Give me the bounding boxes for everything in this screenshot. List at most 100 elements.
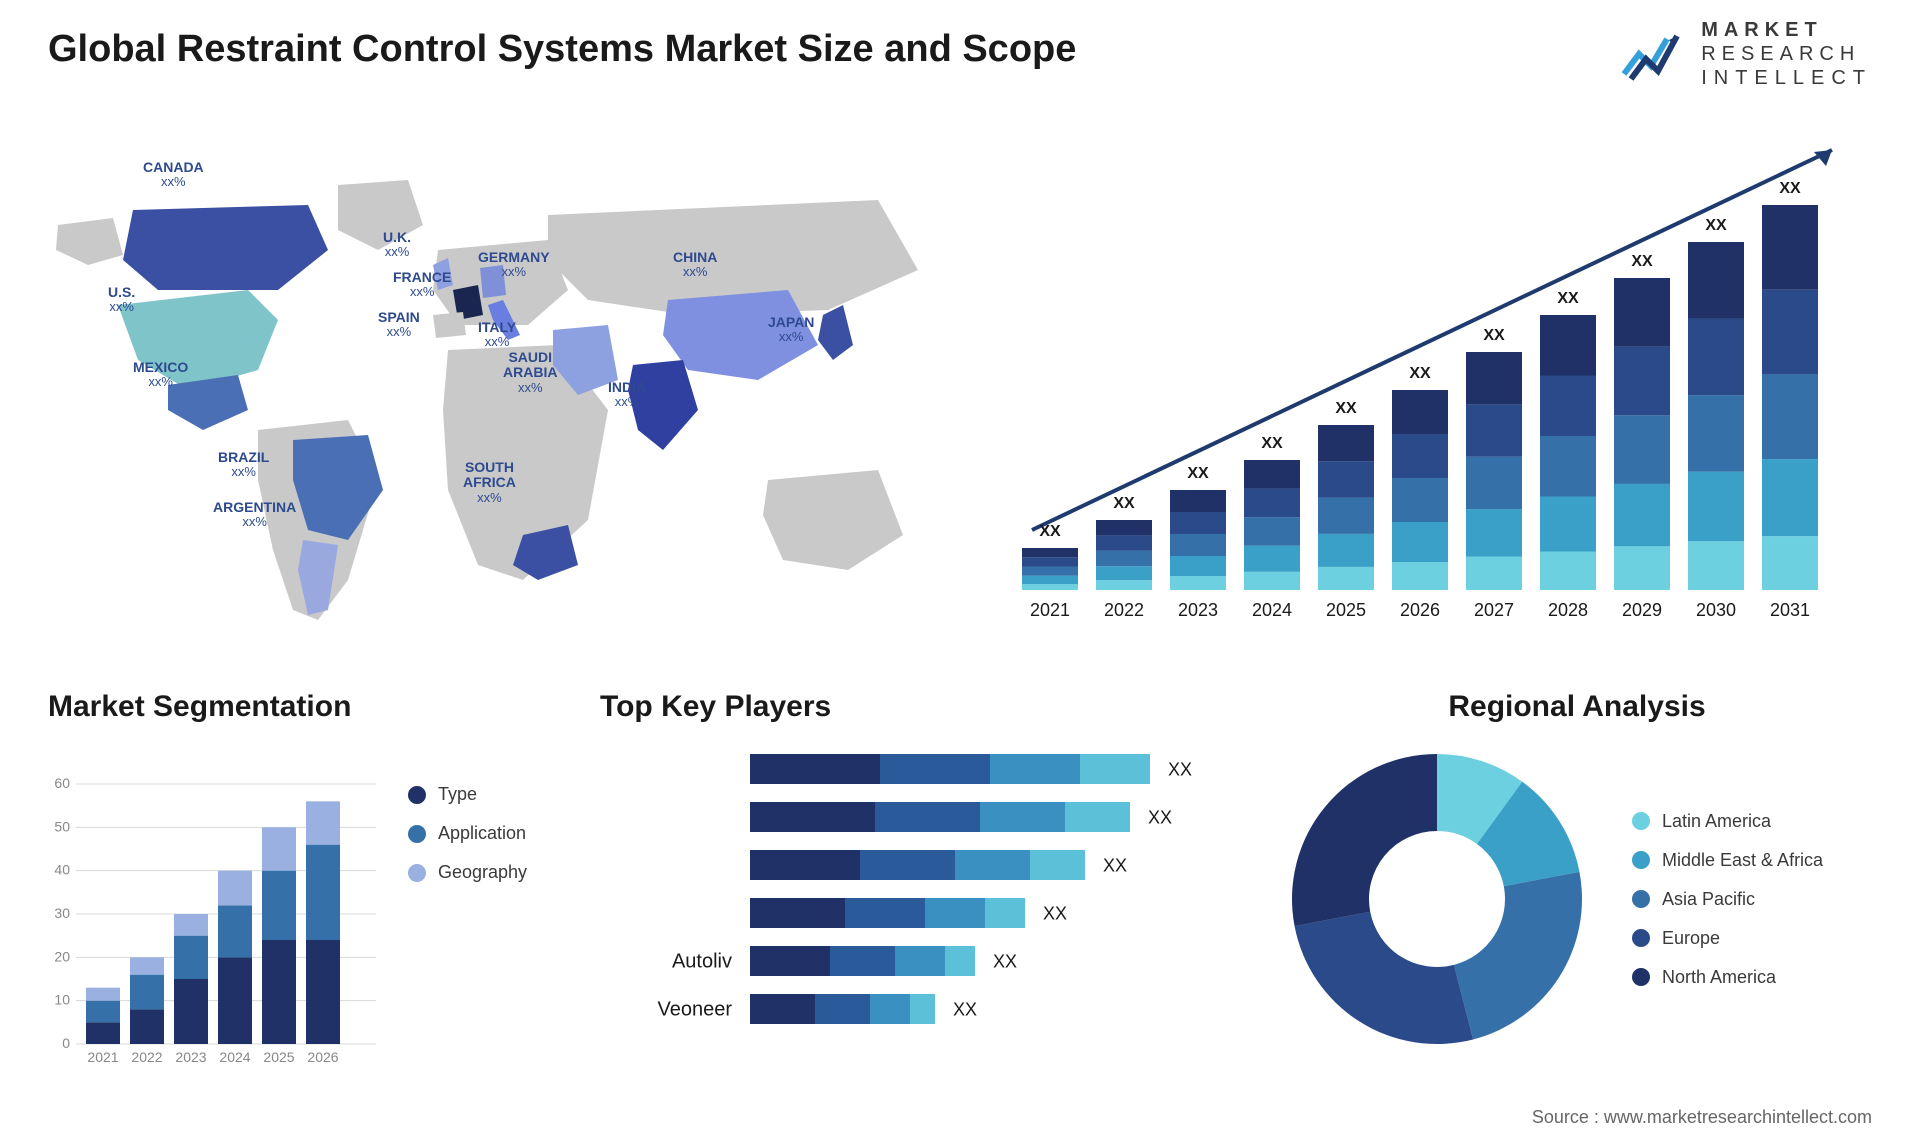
growth-bar-label: XX xyxy=(1557,290,1579,307)
map-label-japan: JAPANxx% xyxy=(768,315,814,345)
y-tick: 40 xyxy=(54,862,70,878)
growth-bar-label: XX xyxy=(1113,495,1135,512)
players-title: Top Key Players xyxy=(600,690,1220,724)
player-bar-seg xyxy=(990,754,1080,784)
growth-bar-label: XX xyxy=(1261,435,1283,452)
growth-bar-seg xyxy=(1614,278,1670,347)
growth-bar-seg xyxy=(1392,478,1448,522)
logo-text-2: RESEARCH xyxy=(1701,42,1872,66)
source-text: Source : www.marketresearchintellect.com xyxy=(1532,1107,1872,1128)
seg-bar-seg xyxy=(130,957,164,974)
growth-year-label: 2026 xyxy=(1400,600,1440,620)
growth-bar-seg xyxy=(1540,315,1596,376)
player-bar-seg xyxy=(845,898,925,928)
logo-text-1: MARKET xyxy=(1701,18,1872,42)
map-label-italy: ITALYxx% xyxy=(478,320,516,350)
regional-legend-item: North America xyxy=(1632,967,1823,988)
growth-bar-seg xyxy=(1466,509,1522,557)
country-australia xyxy=(763,470,903,570)
map-label-argentina: ARGENTINAxx% xyxy=(213,500,296,530)
seg-bar-seg xyxy=(86,1022,120,1044)
growth-bar-seg xyxy=(1762,536,1818,590)
regional-legend-item: Middle East & Africa xyxy=(1632,850,1823,871)
map-label-u-s-: U.S.xx% xyxy=(108,285,135,315)
growth-year-label: 2030 xyxy=(1696,600,1736,620)
growth-bar-seg xyxy=(1022,566,1078,575)
x-tick: 2024 xyxy=(219,1049,250,1064)
growth-bar-seg xyxy=(1762,205,1818,290)
growth-bar-label: XX xyxy=(1705,217,1727,234)
seg-legend-item: Geography xyxy=(408,862,527,883)
country-canada xyxy=(123,205,328,290)
growth-bar-seg xyxy=(1392,390,1448,434)
growth-bar-seg xyxy=(1318,534,1374,567)
legend-dot xyxy=(1632,851,1650,869)
growth-bar-seg xyxy=(1466,404,1522,456)
growth-chart: XX2021XX2022XX2023XX2024XX2025XX2026XX20… xyxy=(1002,130,1872,650)
map-label-mexico: MEXICOxx% xyxy=(133,360,188,390)
legend-dot xyxy=(1632,929,1650,947)
legend-label: North America xyxy=(1662,967,1776,988)
growth-year-label: 2027 xyxy=(1474,600,1514,620)
map-label-china: CHINAxx% xyxy=(673,250,717,280)
regional-title: Regional Analysis xyxy=(1282,690,1872,724)
growth-bar-seg xyxy=(1022,576,1078,584)
y-tick: 20 xyxy=(54,948,70,964)
player-bar-seg xyxy=(815,994,870,1024)
map-label-canada: CANADAxx% xyxy=(143,160,204,190)
seg-legend-item: Application xyxy=(408,823,527,844)
donut-slice xyxy=(1295,912,1473,1044)
growth-bar-seg xyxy=(1540,436,1596,497)
growth-bar-seg xyxy=(1688,541,1744,590)
player-bar-seg xyxy=(1080,754,1150,784)
growth-bar-seg xyxy=(1244,460,1300,489)
seg-bar-seg xyxy=(86,988,120,1001)
growth-bar-seg xyxy=(1762,459,1818,536)
growth-bar-seg xyxy=(1244,517,1300,546)
seg-bar-seg xyxy=(174,936,208,979)
x-tick: 2022 xyxy=(131,1049,162,1064)
growth-bar-seg xyxy=(1244,572,1300,590)
growth-bar-seg xyxy=(1392,522,1448,562)
growth-bar-label: XX xyxy=(1483,327,1505,344)
growth-bar-seg xyxy=(1614,484,1670,546)
country-brazil xyxy=(293,435,383,540)
growth-year-label: 2023 xyxy=(1178,600,1218,620)
seg-bar-seg xyxy=(174,914,208,936)
growth-bar-seg xyxy=(1170,576,1226,590)
player-bar-seg xyxy=(955,850,1030,880)
map-label-brazil: BRAZILxx% xyxy=(218,450,269,480)
country-alaska xyxy=(56,218,123,265)
donut-slice xyxy=(1454,872,1582,1040)
player-bar-seg xyxy=(750,802,875,832)
seg-bar-seg xyxy=(306,845,340,940)
player-bar-label: XX xyxy=(1103,856,1127,876)
player-bar-seg xyxy=(750,946,830,976)
growth-bar-seg xyxy=(1318,425,1374,461)
logo-icon xyxy=(1619,24,1689,84)
y-tick: 30 xyxy=(54,905,70,921)
growth-year-label: 2024 xyxy=(1252,600,1292,620)
growth-bar-seg xyxy=(1392,562,1448,590)
legend-dot xyxy=(1632,968,1650,986)
legend-dot xyxy=(408,864,426,882)
growth-bar-seg xyxy=(1466,457,1522,509)
legend-dot xyxy=(1632,812,1650,830)
growth-bar-seg xyxy=(1540,497,1596,552)
legend-label: Latin America xyxy=(1662,811,1771,832)
growth-bar-seg xyxy=(1466,557,1522,590)
growth-bar-seg xyxy=(1762,374,1818,459)
growth-bar-label: XX xyxy=(1409,365,1431,382)
growth-bar-seg xyxy=(1022,557,1078,566)
player-bar-seg xyxy=(750,754,880,784)
map-label-france: FRANCExx% xyxy=(393,270,451,300)
player-bar-seg xyxy=(880,754,990,784)
player-bar-label: XX xyxy=(1043,904,1067,924)
growth-bar-seg xyxy=(1170,556,1226,576)
seg-bar-seg xyxy=(262,940,296,1044)
legend-label: Europe xyxy=(1662,928,1720,949)
seg-bar-seg xyxy=(130,1009,164,1044)
page-title: Global Restraint Control Systems Market … xyxy=(48,28,1076,71)
seg-bar-seg xyxy=(86,1001,120,1023)
map-label-south-africa: SOUTHAFRICAxx% xyxy=(463,460,516,505)
